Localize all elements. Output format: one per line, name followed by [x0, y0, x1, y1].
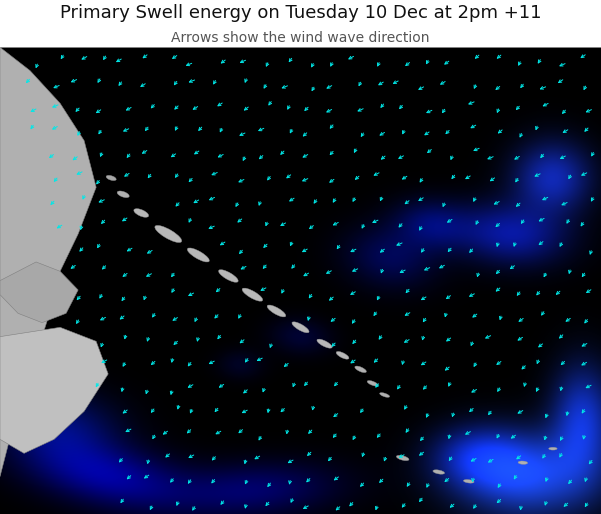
Ellipse shape: [518, 461, 528, 464]
Polygon shape: [0, 47, 96, 476]
Ellipse shape: [317, 339, 332, 348]
Ellipse shape: [336, 352, 349, 359]
Ellipse shape: [397, 455, 409, 461]
Ellipse shape: [292, 322, 309, 333]
Ellipse shape: [367, 380, 378, 386]
Ellipse shape: [463, 480, 474, 483]
Ellipse shape: [134, 209, 148, 217]
Ellipse shape: [380, 393, 389, 397]
Ellipse shape: [433, 470, 445, 474]
Ellipse shape: [242, 288, 263, 301]
Polygon shape: [0, 327, 108, 453]
Ellipse shape: [267, 305, 285, 317]
Ellipse shape: [117, 191, 129, 197]
Ellipse shape: [106, 175, 116, 180]
Ellipse shape: [355, 366, 367, 373]
Polygon shape: [0, 262, 78, 323]
Text: Primary Swell energy on Tuesday 10 Dec at 2pm +11: Primary Swell energy on Tuesday 10 Dec a…: [59, 4, 542, 22]
Ellipse shape: [549, 447, 557, 450]
Ellipse shape: [155, 226, 182, 243]
Ellipse shape: [219, 270, 238, 282]
Ellipse shape: [188, 248, 209, 262]
Text: Arrows show the wind wave direction: Arrows show the wind wave direction: [171, 31, 430, 45]
